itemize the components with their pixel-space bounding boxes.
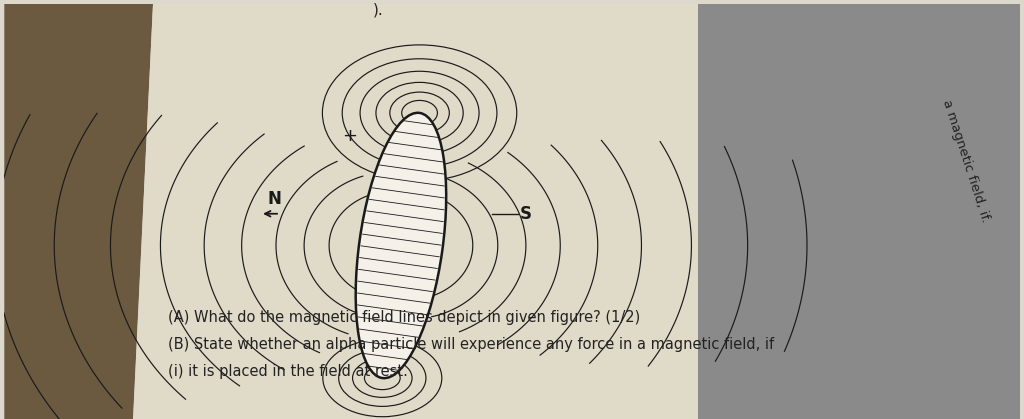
Text: (i) it is placed in the field at rest.: (i) it is placed in the field at rest. bbox=[168, 364, 408, 379]
Text: ).: ). bbox=[373, 3, 384, 18]
Text: a magnetic field, if.: a magnetic field, if. bbox=[940, 98, 992, 224]
Polygon shape bbox=[133, 3, 698, 419]
Text: (B) State whether an alpha particle will experience any force in a magnetic fiel: (B) State whether an alpha particle will… bbox=[168, 337, 774, 352]
Text: S: S bbox=[520, 205, 531, 223]
Text: (A) What do the magnetic field lines depict in given figure? (1/2): (A) What do the magnetic field lines dep… bbox=[168, 310, 640, 326]
Polygon shape bbox=[698, 3, 1020, 419]
Polygon shape bbox=[4, 3, 153, 419]
Text: N: N bbox=[267, 190, 281, 208]
Ellipse shape bbox=[355, 113, 446, 378]
Text: +: + bbox=[342, 127, 357, 145]
